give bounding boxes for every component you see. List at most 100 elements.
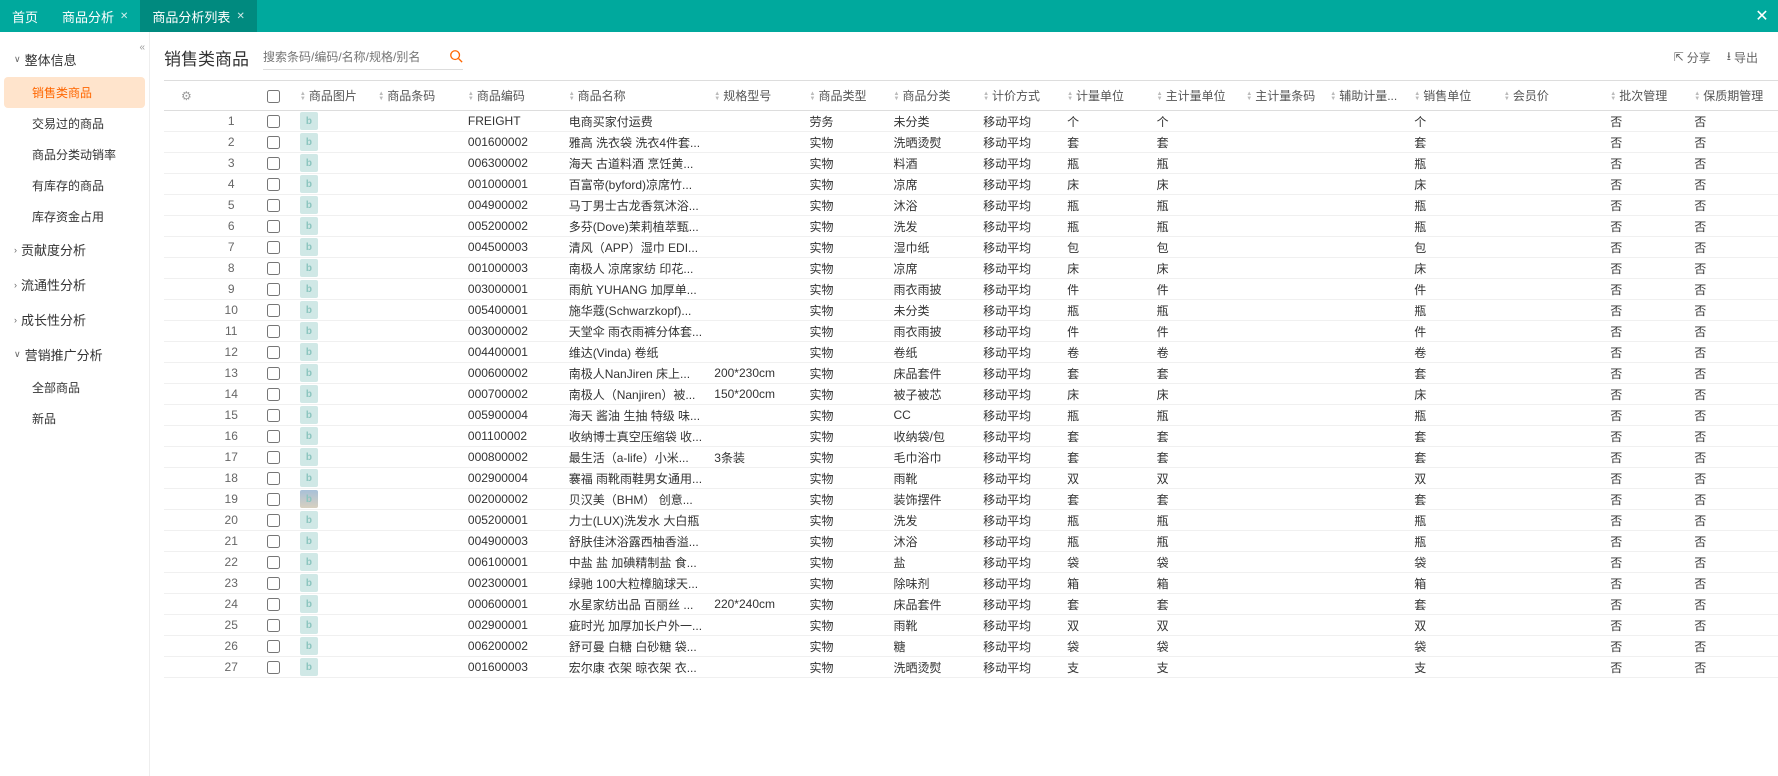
col-type[interactable]: ▲▼商品类型 bbox=[803, 81, 887, 111]
row-checkbox[interactable] bbox=[267, 136, 280, 149]
table-row[interactable]: 5b004900002马丁男士古龙香氛沐浴...实物沐浴移动平均瓶瓶瓶否否 bbox=[164, 195, 1778, 216]
table-row[interactable]: 6b005200002多芬(Dove)茉莉植萃甄...实物洗发移动平均瓶瓶瓶否否 bbox=[164, 216, 1778, 237]
collapse-sidebar-icon[interactable]: « bbox=[139, 42, 145, 53]
table-row[interactable]: 20b005200001力士(LUX)洗发水 大白瓶实物洗发移动平均瓶瓶瓶否否 bbox=[164, 510, 1778, 531]
table-row[interactable]: 25b002900001疵时光 加厚加长户外一...实物雨靴移动平均双双双否否 bbox=[164, 615, 1778, 636]
col-sale_unit[interactable]: ▲▼销售单位 bbox=[1408, 81, 1498, 111]
search-icon[interactable] bbox=[449, 49, 463, 66]
sidebar-item-0-2[interactable]: 商品分类动销率 bbox=[0, 139, 149, 170]
col-price_mode[interactable]: ▲▼计价方式 bbox=[977, 81, 1061, 111]
table-row[interactable]: 17b000800002最生活（a-life）小米...3条装实物毛巾浴巾移动平… bbox=[164, 447, 1778, 468]
row-checkbox[interactable] bbox=[267, 325, 280, 338]
share-button[interactable]: ⇱ 分享 bbox=[1674, 47, 1711, 68]
col-unit[interactable]: ▲▼计量单位 bbox=[1061, 81, 1151, 111]
gear-icon[interactable]: ⚙ bbox=[181, 89, 192, 103]
table-row[interactable]: 11b003000002天堂伞 雨衣雨裤分体套...实物雨衣雨披移动平均件件件否… bbox=[164, 321, 1778, 342]
table-row[interactable]: 26b006200002舒可曼 白糖 白砂糖 袋...实物糖移动平均袋袋袋否否 bbox=[164, 636, 1778, 657]
col-main_barcode[interactable]: ▲▼主计量条码 bbox=[1240, 81, 1324, 111]
row-checkbox[interactable] bbox=[267, 640, 280, 653]
col-barcode[interactable]: ▲▼商品条码 bbox=[372, 81, 462, 111]
table-row[interactable]: 24b000600001水星家纺出品 百丽丝 ...220*240cm实物床品套… bbox=[164, 594, 1778, 615]
tab-2[interactable]: 商品分析列表✕ bbox=[140, 0, 256, 32]
cell-cat: 除味剂 bbox=[887, 573, 977, 594]
row-checkbox[interactable] bbox=[267, 262, 280, 275]
table-row[interactable]: 13b000600002南极人NanJiren 床上...200*230cm实物… bbox=[164, 363, 1778, 384]
table-row[interactable]: 21b004900003舒肤佳沐浴露西柚香溢...实物沐浴移动平均瓶瓶瓶否否 bbox=[164, 531, 1778, 552]
close-all-tabs-icon[interactable]: ✕ bbox=[1746, 0, 1778, 32]
tab-1[interactable]: 商品分析✕ bbox=[50, 0, 140, 32]
sidebar-item-4-1[interactable]: 新品 bbox=[0, 403, 149, 434]
row-checkbox[interactable] bbox=[267, 283, 280, 296]
sidebar-group-2[interactable]: ›流通性分析 bbox=[0, 267, 149, 302]
sidebar-item-0-1[interactable]: 交易过的商品 bbox=[0, 108, 149, 139]
sidebar-item-0-3[interactable]: 有库存的商品 bbox=[0, 170, 149, 201]
table-row[interactable]: 10b005400001施华蔻(Schwarzkopf)...实物未分类移动平均… bbox=[164, 300, 1778, 321]
row-checkbox[interactable] bbox=[267, 661, 280, 674]
col-code[interactable]: ▲▼商品编码 bbox=[462, 81, 563, 111]
col-shelf[interactable]: ▲▼保质期管理 bbox=[1688, 81, 1778, 111]
col-main_unit[interactable]: ▲▼主计量单位 bbox=[1151, 81, 1241, 111]
row-checkbox[interactable] bbox=[267, 430, 280, 443]
sidebar-item-0-4[interactable]: 库存资金占用 bbox=[0, 201, 149, 232]
cell-name: 贝汉美（BHM） 创意... bbox=[563, 489, 709, 510]
sidebar-item-4-0[interactable]: 全部商品 bbox=[0, 372, 149, 403]
sidebar-group-1[interactable]: ›贡献度分析 bbox=[0, 232, 149, 267]
tab-close-icon[interactable]: ✕ bbox=[120, 11, 128, 22]
row-checkbox[interactable] bbox=[267, 388, 280, 401]
row-checkbox[interactable] bbox=[267, 577, 280, 590]
row-checkbox[interactable] bbox=[267, 556, 280, 569]
col-cat[interactable]: ▲▼商品分类 bbox=[887, 81, 977, 111]
row-checkbox[interactable] bbox=[267, 346, 280, 359]
table-row[interactable]: 4b001000001百富帝(byford)凉席竹...实物凉席移动平均床床床否… bbox=[164, 174, 1778, 195]
col-name[interactable]: ▲▼商品名称 bbox=[563, 81, 709, 111]
sidebar-group-3[interactable]: ›成长性分析 bbox=[0, 302, 149, 337]
table-row[interactable]: 23b002300001绿驰 100大粒樟脑球天...实物除味剂移动平均箱箱箱否… bbox=[164, 573, 1778, 594]
table-row[interactable]: 16b001100002收纳博士真空压缩袋 收...实物收纳袋/包移动平均套套套… bbox=[164, 426, 1778, 447]
row-checkbox[interactable] bbox=[267, 472, 280, 485]
table-row[interactable]: 9b003000001雨航 YUHANG 加厚单...实物雨衣雨披移动平均件件件… bbox=[164, 279, 1778, 300]
export-button[interactable]: ⭳ 导出 bbox=[1727, 47, 1758, 68]
row-checkbox[interactable] bbox=[267, 598, 280, 611]
tab-0[interactable]: 首页 bbox=[0, 0, 50, 32]
table-row[interactable]: 15b005900004海天 酱油 生抽 特级 味...实物CC移动平均瓶瓶瓶否… bbox=[164, 405, 1778, 426]
col-batch[interactable]: ▲▼批次管理 bbox=[1604, 81, 1688, 111]
row-checkbox[interactable] bbox=[267, 241, 280, 254]
table-row[interactable]: 18b002900004褰福 雨靴雨鞋男女通用...实物雨靴移动平均双双双否否 bbox=[164, 468, 1778, 489]
col-spec[interactable]: ▲▼规格型号 bbox=[708, 81, 803, 111]
table-row[interactable]: 19b002000002贝汉美（BHM） 创意...实物装饰摆件移动平均套套套否… bbox=[164, 489, 1778, 510]
sidebar-group-0[interactable]: ∨整体信息 bbox=[0, 42, 149, 77]
table-row[interactable]: 2b001600002雅高 洗衣袋 洗衣4件套...实物洗晒烫熨移动平均套套套否… bbox=[164, 132, 1778, 153]
row-checkbox[interactable] bbox=[267, 514, 280, 527]
cell-code: 002300001 bbox=[462, 573, 563, 594]
row-checkbox[interactable] bbox=[267, 493, 280, 506]
table-row[interactable]: 22b006100001中盐 盐 加碘精制盐 食...实物盐移动平均袋袋袋否否 bbox=[164, 552, 1778, 573]
table-row[interactable]: 14b000700002南极人（Nanjiren）被...150*200cm实物… bbox=[164, 384, 1778, 405]
cell-code: 004900003 bbox=[462, 531, 563, 552]
row-checkbox[interactable] bbox=[267, 157, 280, 170]
table-row[interactable]: 12b004400001维达(Vinda) 卷纸实物卷纸移动平均卷卷卷否否 bbox=[164, 342, 1778, 363]
row-checkbox[interactable] bbox=[267, 619, 280, 632]
table-row[interactable]: 8b001000003南极人 凉席家纺 印花...实物凉席移动平均床床床否否 bbox=[164, 258, 1778, 279]
col-img[interactable]: ▲▼商品图片 bbox=[294, 81, 372, 111]
tab-close-icon[interactable]: ✕ bbox=[236, 11, 244, 22]
row-checkbox[interactable] bbox=[267, 535, 280, 548]
row-checkbox[interactable] bbox=[267, 115, 280, 128]
table-row[interactable]: 27b001600003宏尔康 衣架 晾衣架 衣...实物洗晒烫熨移动平均支支支… bbox=[164, 657, 1778, 678]
table-row[interactable]: 1bFREIGHT电商买家付运费劳务未分类移动平均个个个否否 bbox=[164, 111, 1778, 132]
sidebar-group-4[interactable]: ∨营销推广分析 bbox=[0, 337, 149, 372]
table-row[interactable]: 3b006300002海天 古道料酒 烹饪黄...实物料酒移动平均瓶瓶瓶否否 bbox=[164, 153, 1778, 174]
row-checkbox[interactable] bbox=[267, 304, 280, 317]
col-member_price[interactable]: ▲▼会员价 bbox=[1498, 81, 1604, 111]
row-checkbox[interactable] bbox=[267, 451, 280, 464]
row-checkbox[interactable] bbox=[267, 199, 280, 212]
row-checkbox[interactable] bbox=[267, 367, 280, 380]
cell-name: 马丁男士古龙香氛沐浴... bbox=[563, 195, 709, 216]
row-checkbox[interactable] bbox=[267, 178, 280, 191]
search-input[interactable] bbox=[263, 44, 463, 70]
row-checkbox[interactable] bbox=[267, 409, 280, 422]
table-row[interactable]: 7b004500003清风（APP）湿巾 EDI...实物湿巾纸移动平均包包包否… bbox=[164, 237, 1778, 258]
col-aux_unit[interactable]: ▲▼辅助计量... bbox=[1324, 81, 1408, 111]
sidebar-item-0-0[interactable]: 销售类商品 bbox=[4, 77, 145, 108]
row-checkbox[interactable] bbox=[267, 220, 280, 233]
select-all-checkbox[interactable] bbox=[267, 90, 280, 103]
